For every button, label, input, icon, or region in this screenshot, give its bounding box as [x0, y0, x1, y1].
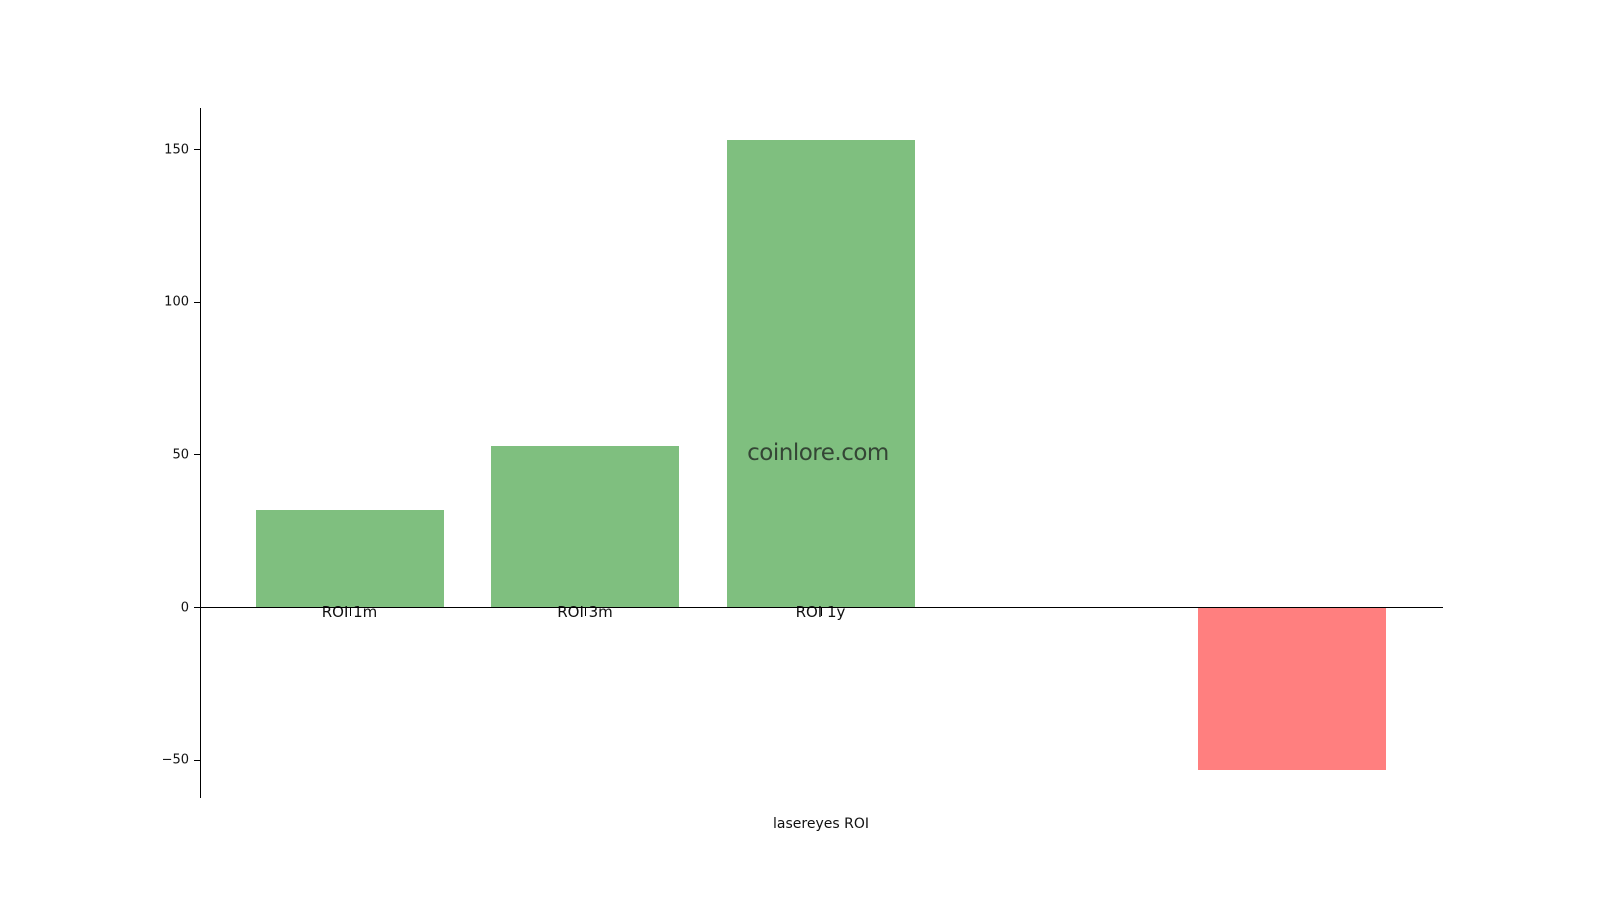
y-tick-label: 0 — [180, 600, 189, 615]
y-tick-mark — [194, 759, 200, 761]
y-tick-label: −50 — [161, 752, 189, 768]
x-axis-title: lasereyes ROI — [773, 816, 869, 832]
bar-negative — [1197, 608, 1386, 770]
x-tick-mark — [585, 607, 586, 616]
y-tick-mark — [194, 149, 200, 150]
y-axis-spine — [200, 108, 201, 798]
y-tick-label: 100 — [164, 294, 189, 310]
bar-roi-3m — [491, 445, 679, 608]
y-tick-label: 150 — [164, 142, 189, 157]
x-tick-mark — [349, 607, 351, 616]
watermark-text: coinlore.com — [747, 440, 889, 466]
bar-roi-1m — [255, 509, 444, 608]
x-axis-zero-line — [200, 607, 1443, 608]
y-tick-mark — [194, 454, 200, 456]
y-tick-mark — [194, 607, 200, 608]
x-tick-mark — [820, 607, 822, 616]
bar-roi-1y — [726, 140, 915, 608]
y-tick-label: 50 — [172, 447, 189, 463]
y-tick-mark — [194, 301, 200, 303]
